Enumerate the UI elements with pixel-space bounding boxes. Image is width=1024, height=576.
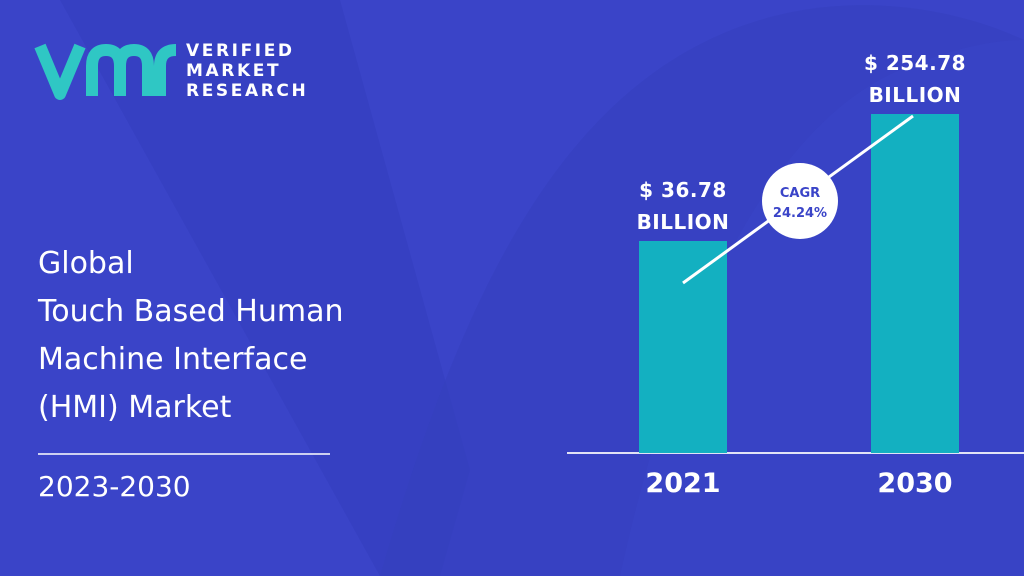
category-label-2021: 2021 <box>645 468 720 499</box>
brand-name: VERIFIED MARKET RESEARCH <box>186 41 308 101</box>
cagr-badge <box>762 163 838 239</box>
value-unit-2030: BILLION <box>869 83 962 107</box>
category-label-2030: 2030 <box>877 468 952 499</box>
report-title: Global Touch Based Human Machine Interfa… <box>38 240 458 432</box>
brand-logo: VERIFIED MARKET RESEARCH <box>34 40 308 102</box>
title-line-2: Touch Based Human <box>38 294 344 329</box>
brand-line-2: MARKET <box>186 61 282 81</box>
forecast-period: 2023-2030 <box>38 470 191 503</box>
cagr-value: 24.24% <box>773 206 827 221</box>
bar-2030 <box>871 114 959 453</box>
value-unit-2021: BILLION <box>637 210 730 234</box>
cagr-label: CAGR <box>780 186 820 201</box>
title-divider <box>38 453 330 455</box>
bar-2021 <box>639 241 727 453</box>
title-line-1: Global <box>38 246 134 281</box>
title-line-4: (HMI) Market <box>38 390 232 425</box>
title-line-3: Machine Interface <box>38 342 308 377</box>
value-label-2021: $ 36.78 <box>639 178 727 202</box>
brand-line-1: VERIFIED <box>186 41 295 61</box>
brand-line-3: RESEARCH <box>186 81 309 101</box>
vmr-logo-icon <box>34 43 177 100</box>
value-label-2030: $ 254.78 <box>864 51 966 75</box>
